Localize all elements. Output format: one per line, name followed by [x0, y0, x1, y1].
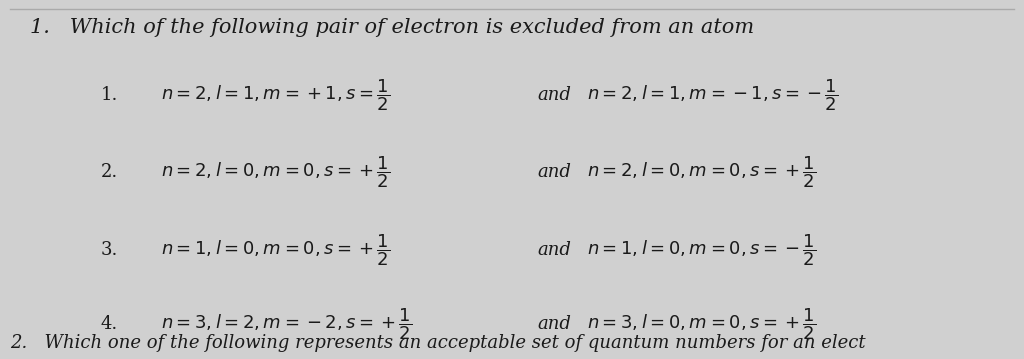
Text: 2.   Which one of the following represents an acceptable set of quantum numbers : 2. Which one of the following represents… [10, 334, 866, 352]
Text: $n=3, l=2, m=-2, s=+\dfrac{1}{2}$: $n=3, l=2, m=-2, s=+\dfrac{1}{2}$ [161, 306, 412, 341]
Text: and: and [537, 241, 571, 259]
Text: $n=2, l=1, m=+1, s=\dfrac{1}{2}$: $n=2, l=1, m=+1, s=\dfrac{1}{2}$ [161, 77, 390, 113]
Text: 4.: 4. [100, 315, 118, 333]
Text: and: and [537, 86, 571, 104]
Text: 1.: 1. [100, 86, 118, 104]
Text: $n=2, l=1, m=-1, s=-\dfrac{1}{2}$: $n=2, l=1, m=-1, s=-\dfrac{1}{2}$ [588, 77, 839, 113]
Text: $n=1, l=0, m=0, s=+\dfrac{1}{2}$: $n=1, l=0, m=0, s=+\dfrac{1}{2}$ [161, 232, 390, 268]
Text: $n=2, l=0, m=0, s=+\dfrac{1}{2}$: $n=2, l=0, m=0, s=+\dfrac{1}{2}$ [161, 155, 390, 190]
Text: and: and [537, 315, 571, 333]
Text: $n=3, l=0, m=0, s=+\dfrac{1}{2}$: $n=3, l=0, m=0, s=+\dfrac{1}{2}$ [588, 306, 816, 341]
Text: and: and [537, 163, 571, 181]
Text: $n=2, l=0, m=0, s=+\dfrac{1}{2}$: $n=2, l=0, m=0, s=+\dfrac{1}{2}$ [588, 155, 816, 190]
Text: $n=1, l=0, m=0, s=-\dfrac{1}{2}$: $n=1, l=0, m=0, s=-\dfrac{1}{2}$ [588, 232, 816, 268]
Text: 3.: 3. [100, 241, 118, 259]
Text: 2.: 2. [100, 163, 118, 181]
Text: 1.   Which of the following pair of electron is excluded from an atom: 1. Which of the following pair of electr… [31, 18, 755, 37]
